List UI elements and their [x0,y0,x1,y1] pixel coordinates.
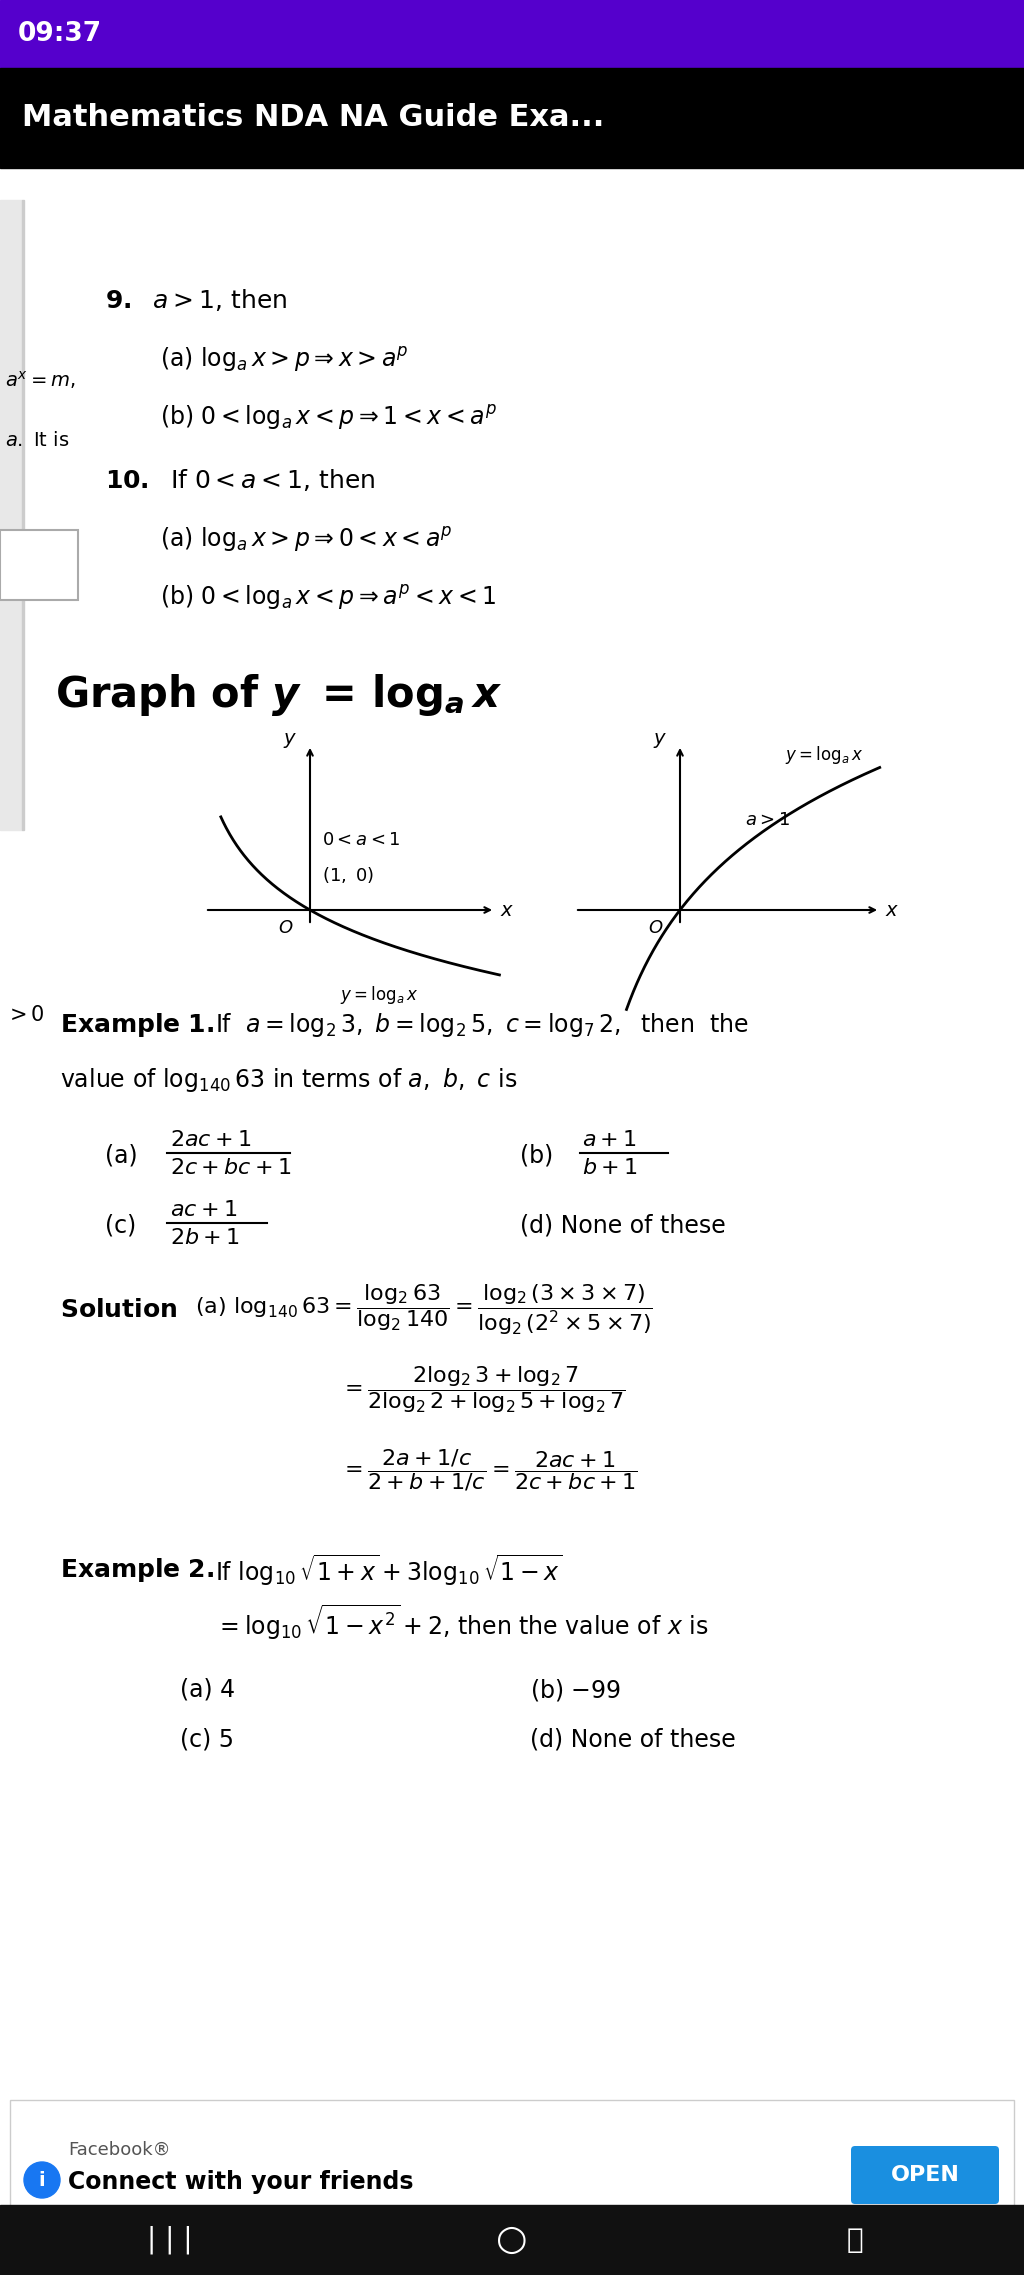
Bar [22,200,24,830]
Text: $0 < a < 1$: $0 < a < 1$ [322,830,400,849]
Text: $\mathbf{Graph\ of}$ $\boldsymbol{y}$ $\mathbf{=\,log_{\boldsymbol{a}}\,}$$\bold: $\mathbf{Graph\ of}$ $\boldsymbol{y}$ $\… [55,671,502,719]
Text: | | |: | | | [147,2225,193,2255]
Text: ○: ○ [497,2223,527,2257]
Text: (b) $-99$: (b) $-99$ [530,1677,622,1704]
Text: $\mathbf{Example\ 2.}$: $\mathbf{Example\ 2.}$ [60,1556,214,1583]
Text: $ac + 1$: $ac + 1$ [170,1199,238,1219]
Text: OPEN: OPEN [891,2166,959,2184]
Text: If $\log_{10}\sqrt{1+x} + 3\log_{10}\sqrt{1-x}$: If $\log_{10}\sqrt{1+x} + 3\log_{10}\sqr… [215,1552,563,1588]
Text: (a) $\log_a x > p \Rightarrow 0 < x < a^p$: (a) $\log_a x > p \Rightarrow 0 < x < a^… [160,526,453,555]
Text: $y$: $y$ [652,730,667,748]
Text: $x$: $x$ [885,901,899,919]
Text: $b + 1$: $b + 1$ [582,1158,638,1178]
Bar [0,2204,1024,2275]
Text: $(1,\ 0)$: $(1,\ 0)$ [322,864,375,885]
Text: $O$: $O$ [278,919,293,937]
Text: $= \log_{10}\sqrt{1-x^2} + 2$, then the value of $x$ is: $= \log_{10}\sqrt{1-x^2} + 2$, then the … [215,1602,709,1643]
Text: $2ac + 1$: $2ac + 1$ [170,1131,252,1149]
Text: $a^x = m,$: $a^x = m,$ [5,369,76,391]
Text: (a): (a) [105,1142,137,1167]
Bar [0,200,22,830]
Text: $2b + 1$: $2b + 1$ [170,1228,240,1249]
Text: $= \dfrac{2a + 1/c}{2 + b + 1/c} = \dfrac{2ac + 1}{2c + bc + 1}$: $= \dfrac{2a + 1/c}{2 + b + 1/c} = \dfra… [340,1447,638,1492]
Text: (d) None of these: (d) None of these [530,1729,736,1752]
Text: (a) $\log_a x > p \Rightarrow x > a^p$: (a) $\log_a x > p \Rightarrow x > a^p$ [160,346,409,375]
Text: (c) 5: (c) 5 [180,1729,234,1752]
Text: i: i [39,2170,45,2189]
Text: $y = \log_a x$: $y = \log_a x$ [785,744,863,767]
Text: (d) None of these: (d) None of these [520,1213,726,1238]
Text: 〈: 〈 [847,2225,863,2255]
Text: If  $a = \log_2 3,\ b = \log_2 5,\ c = \log_7 2,$  then  the: If $a = \log_2 3,\ b = \log_2 5,\ c = \l… [215,1010,749,1040]
Text: $x$: $x$ [500,901,514,919]
Text: (b) $0 < \log_a x < p \Rightarrow 1 < x < a^p$: (b) $0 < \log_a x < p \Rightarrow 1 < x … [160,403,498,432]
Text: $y = \log_a x$: $y = \log_a x$ [340,985,419,1006]
Text: (c): (c) [105,1213,136,1238]
Bar [0,68,1024,168]
Text: $a + 1$: $a + 1$ [582,1131,637,1149]
Text: $2c + bc + 1$: $2c + bc + 1$ [170,1158,292,1178]
Text: Facebook®: Facebook® [68,2141,171,2159]
Text: $\mathbf{Solution}$: $\mathbf{Solution}$ [60,1299,177,1322]
Text: $O$: $O$ [647,919,663,937]
Bar [10,2100,1014,2230]
Text: (b) $0 < \log_a x < p \Rightarrow a^p < x < 1$: (b) $0 < \log_a x < p \Rightarrow a^p < … [160,582,497,612]
Text: $a.$ It is: $a.$ It is [5,430,70,450]
Text: Connect with your friends: Connect with your friends [68,2170,414,2193]
Text: Mathematics NDA NA Guide Exa...: Mathematics NDA NA Guide Exa... [22,102,604,132]
Text: value of $\log_{140} 63$ in terms of $a,\ b,\ c$ is: value of $\log_{140} 63$ in terms of $a,… [60,1067,517,1094]
Circle shape [24,2161,60,2198]
Bar [0,530,78,601]
Text: (a) $\log_{140} 63 = \dfrac{\log_2 63}{\log_2 140} = \dfrac{\log_2 (3 \times 3 \: (a) $\log_{140} 63 = \dfrac{\log_2 63}{\… [195,1283,653,1338]
Text: $\mathbf{9.}$  $a > 1$, then: $\mathbf{9.}$ $a > 1$, then [105,287,288,314]
Text: (a) 4: (a) 4 [180,1679,236,1702]
FancyBboxPatch shape [851,2145,999,2204]
Text: (b): (b) [520,1142,553,1167]
Text: $\mathbf{Example\ 1.}$: $\mathbf{Example\ 1.}$ [60,1010,214,1040]
Text: $y$: $y$ [283,730,297,748]
Text: $a > 1$: $a > 1$ [745,810,790,828]
Text: $\mathbf{10.}$  If $0 < a < 1$, then: $\mathbf{10.}$ If $0 < a < 1$, then [105,466,376,494]
Text: $> 0$: $> 0$ [5,1006,44,1026]
Text: 09:37: 09:37 [18,20,102,48]
Text: x: x [36,2200,48,2218]
Bar [0,0,1024,68]
Text: $= \dfrac{2\log_2 3 + \log_2 7}{2\log_2 2 + \log_2 5 + \log_2 7}$: $= \dfrac{2\log_2 3 + \log_2 7}{2\log_2 … [340,1365,626,1415]
